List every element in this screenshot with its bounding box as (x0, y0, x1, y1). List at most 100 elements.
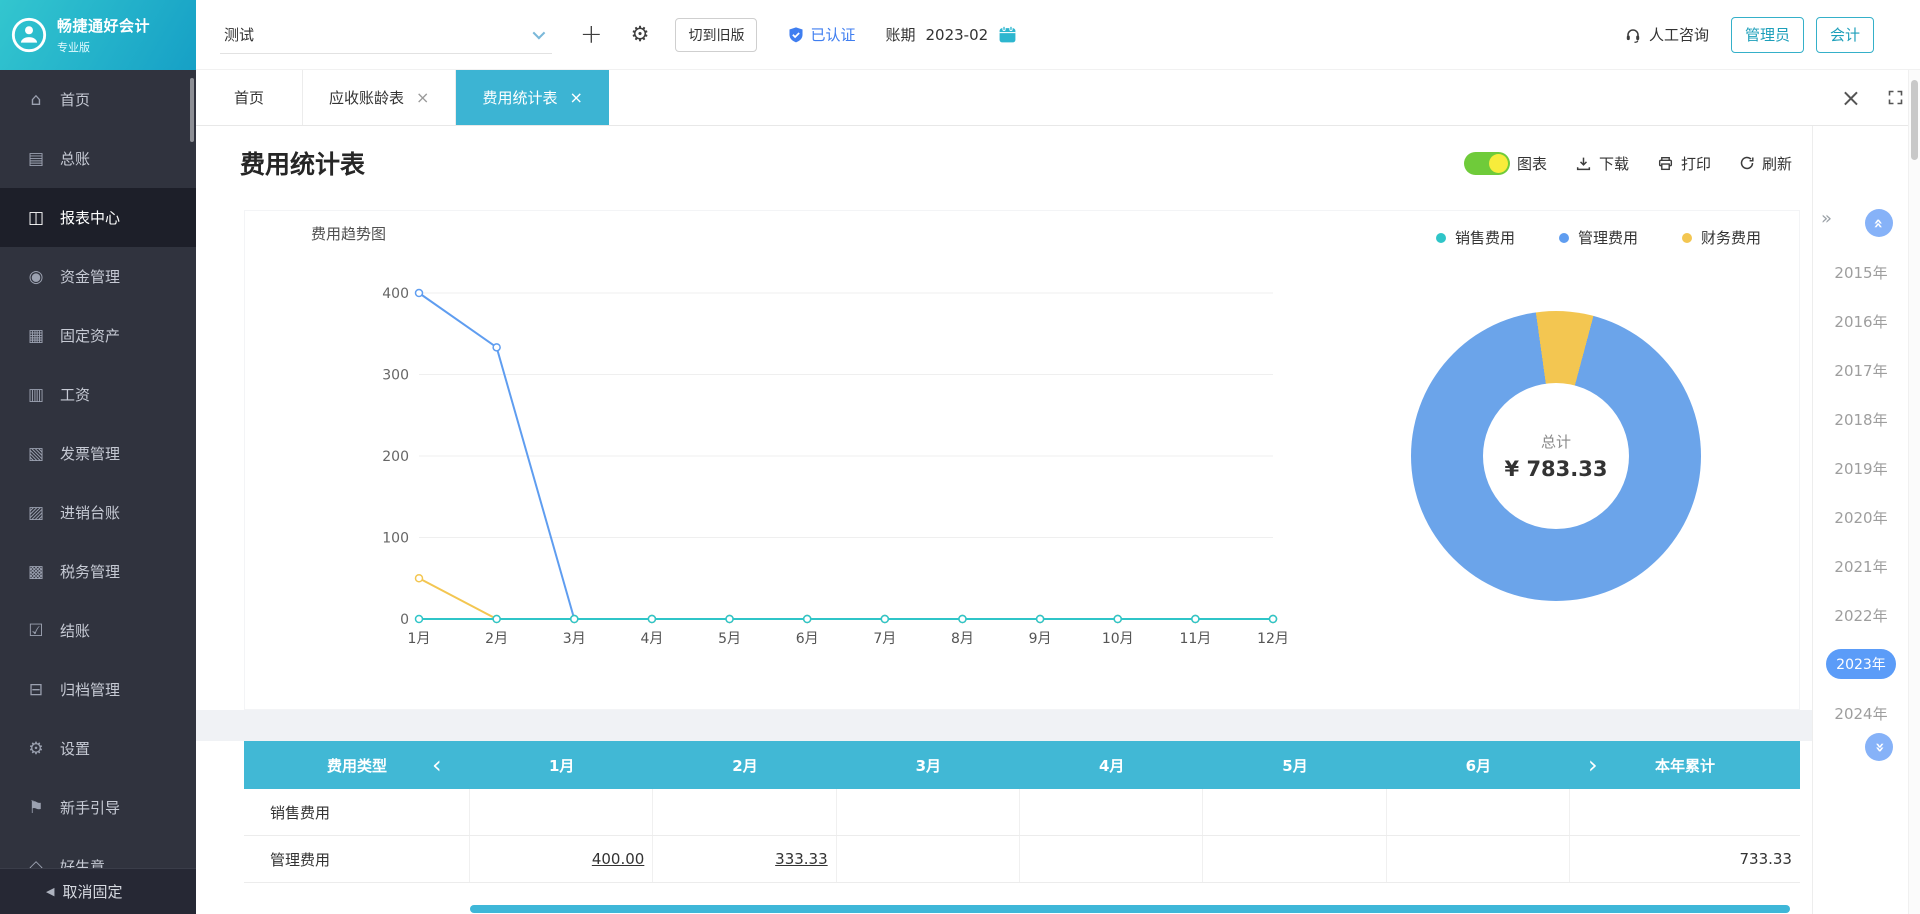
table-cell (1570, 789, 1800, 835)
svg-text:400: 400 (382, 286, 409, 302)
row-label: 管理费用 (244, 836, 470, 882)
chart-toggle[interactable]: 图表 (1463, 151, 1547, 175)
year-2015[interactable]: 2015年 (1834, 263, 1888, 282)
year-2019[interactable]: 2019年 (1834, 459, 1888, 478)
next-months-arrow[interactable]: › (1588, 751, 1598, 779)
tab-actions: × (1841, 70, 1920, 125)
column-header-6: 6月 (1465, 756, 1492, 775)
unpin-button[interactable]: ◀ 取消固定 (0, 868, 196, 914)
fullscreen-icon[interactable] (1887, 89, 1904, 106)
legend-sales-expense[interactable]: 销售费用 (1435, 227, 1515, 248)
tab-receivables-aging[interactable]: 应收账龄表 × (303, 70, 457, 125)
inventory-ledger-icon: ▨ (27, 502, 45, 523)
sidebar-item-home[interactable]: ⌂ 首页 (0, 70, 196, 129)
print-button[interactable]: 打印 (1657, 153, 1711, 174)
sidebar-item-salary[interactable]: ▥ 工资 (0, 365, 196, 424)
calendar-icon[interactable] (998, 25, 1017, 44)
year-2020[interactable]: 2020年 (1834, 508, 1888, 527)
tab-home[interactable]: 首页 (196, 70, 304, 125)
sidebar-item-inventory-ledger[interactable]: ▨ 进销台账 (0, 483, 196, 542)
chart-toggle-switch[interactable] (1463, 151, 1510, 175)
sidebar-item-archive[interactable]: ⊟ 归档管理 (0, 660, 196, 719)
double-chevron-up-icon: « (1869, 217, 1889, 229)
expense-table: 费用类型 1月 2月 3月 4月 5月 6月 本年累计 ‹ › 销售费用 管理费用 400.00 333… (244, 741, 1800, 883)
column-header-3: 3月 (915, 756, 942, 775)
app-logo[interactable]: 畅捷通好会计 专业版 (0, 0, 196, 70)
salary-icon: ▥ (27, 384, 45, 405)
tab-list: 首页 应收账龄表 × 费用统计表 × (196, 70, 609, 125)
table-cell[interactable]: 333.33 (653, 836, 837, 882)
sidebar-item-funds[interactable]: ◉ 资金管理 (0, 247, 196, 306)
year-2021[interactable]: 2021年 (1834, 557, 1888, 576)
tab-label: 首页 (234, 89, 265, 107)
report-center-icon: ◫ (27, 207, 45, 228)
close-icon[interactable]: × (1840, 83, 1861, 112)
sidebar-item-invoice[interactable]: ▧ 发票管理 (0, 424, 196, 483)
sidebar-item-label: 好生意 (60, 858, 106, 868)
table-cell (1020, 789, 1204, 835)
unpin-icon: ◀ (46, 885, 55, 898)
accountant-button[interactable]: 会计 (1815, 16, 1874, 53)
prev-months-arrow[interactable]: ‹ (432, 751, 442, 779)
account-set-select[interactable]: 测试 (220, 16, 552, 54)
sidebar-item-extra[interactable]: ◇ 好生意 (0, 837, 196, 869)
sidebar-item-guide[interactable]: ⚑ 新手引导 (0, 778, 196, 837)
accounting-period[interactable]: 账期 2023-02 (885, 24, 1017, 45)
period-label: 账期 (885, 26, 916, 44)
table-row-sales-expense: 销售费用 (244, 789, 1800, 836)
refresh-button[interactable]: 刷新 (1739, 153, 1792, 174)
sidebar-item-report-center[interactable]: ◫ 报表中心 (0, 188, 196, 247)
archive-icon: ⊟ (28, 679, 44, 700)
chart-legend: 销售费用 管理费用 财务费用 (1435, 227, 1761, 248)
download-button[interactable]: 下载 (1575, 153, 1629, 174)
support-button[interactable]: 人工咨询 (1624, 24, 1709, 45)
legend-finance-expense[interactable]: 财务费用 (1681, 227, 1761, 248)
sidebar-item-fixed-assets[interactable]: ▦ 固定资产 (0, 306, 196, 365)
account-set-value: 测试 (224, 25, 255, 44)
sidebar-scrollbar-thumb[interactable] (190, 78, 194, 142)
table-body: 销售费用 管理费用 400.00 333.33 733.33 (244, 789, 1800, 883)
scroll-years-up-button[interactable]: « (1865, 209, 1893, 237)
chart-toggle-label: 图表 (1516, 154, 1547, 173)
year-2017[interactable]: 2017年 (1834, 361, 1888, 380)
sidebar-item-closing[interactable]: ☑ 结账 (0, 601, 196, 660)
tab-label: 应收账龄表 (329, 89, 405, 107)
svg-text:11月: 11月 (1179, 631, 1211, 647)
svg-text:5月: 5月 (718, 631, 741, 647)
collapse-panel-icon[interactable]: » (1821, 208, 1833, 229)
table-cell (1203, 789, 1387, 835)
year-2023[interactable]: 2023年 (1826, 649, 1896, 679)
year-2018[interactable]: 2018年 (1834, 410, 1888, 429)
title-row: 费用统计表 图表 下载 打印 刷新 (196, 126, 1812, 200)
horizontal-scrollbar-thumb[interactable] (470, 905, 1790, 913)
close-tab-icon[interactable]: × (416, 87, 430, 107)
year-2024[interactable]: 2024年 (1834, 704, 1888, 723)
table-row-admin-expense: 管理费用 400.00 333.33 733.33 (244, 836, 1800, 883)
close-tab-icon[interactable]: × (569, 87, 583, 107)
gear-icon[interactable]: ⚙ (630, 22, 650, 46)
sidebar-item-tax[interactable]: ▩ 税务管理 (0, 542, 196, 601)
tax-icon: ▩ (27, 561, 45, 582)
add-icon[interactable]: + (580, 19, 603, 50)
table-cell[interactable]: 400.00 (470, 836, 654, 882)
sidebar-item-settings[interactable]: ⚙ 设置 (0, 719, 196, 778)
legend-admin-expense[interactable]: 管理费用 (1558, 227, 1638, 248)
table-cell (837, 789, 1020, 835)
vertical-scrollbar[interactable] (1908, 70, 1920, 914)
sidebar: 畅捷通好会计 专业版 ⌂ 首页 ▤ 总账 ◫ 报表中心 ◉ 资金管理 ▦ 固定资产 ▥ 工资 ▧ 发票管理… (0, 0, 196, 914)
sidebar-item-label: 工资 (60, 386, 91, 404)
guide-icon: ⚑ (28, 797, 44, 818)
print-label: 打印 (1680, 154, 1711, 173)
switch-old-version-button[interactable]: 切到旧版 (675, 17, 758, 52)
sales-expense-dot (1435, 232, 1446, 243)
year-2022[interactable]: 2022年 (1834, 606, 1888, 625)
admin-button[interactable]: 管理员 (1730, 16, 1804, 53)
column-header-5: 5月 (1282, 756, 1308, 775)
vertical-scrollbar-thumb[interactable] (1911, 80, 1918, 160)
year-list: 2015年 2016年 2017年 2018年 2019年 2020年 2021年 2022年… (1813, 257, 1909, 728)
year-2016[interactable]: 2016年 (1834, 312, 1888, 331)
scroll-years-down-button[interactable]: « (1865, 733, 1893, 761)
sidebar-item-general-ledger[interactable]: ▤ 总账 (0, 129, 196, 188)
certified-badge[interactable]: 已认证 (787, 24, 855, 45)
tab-expense-stats[interactable]: 费用统计表 × (456, 70, 609, 125)
